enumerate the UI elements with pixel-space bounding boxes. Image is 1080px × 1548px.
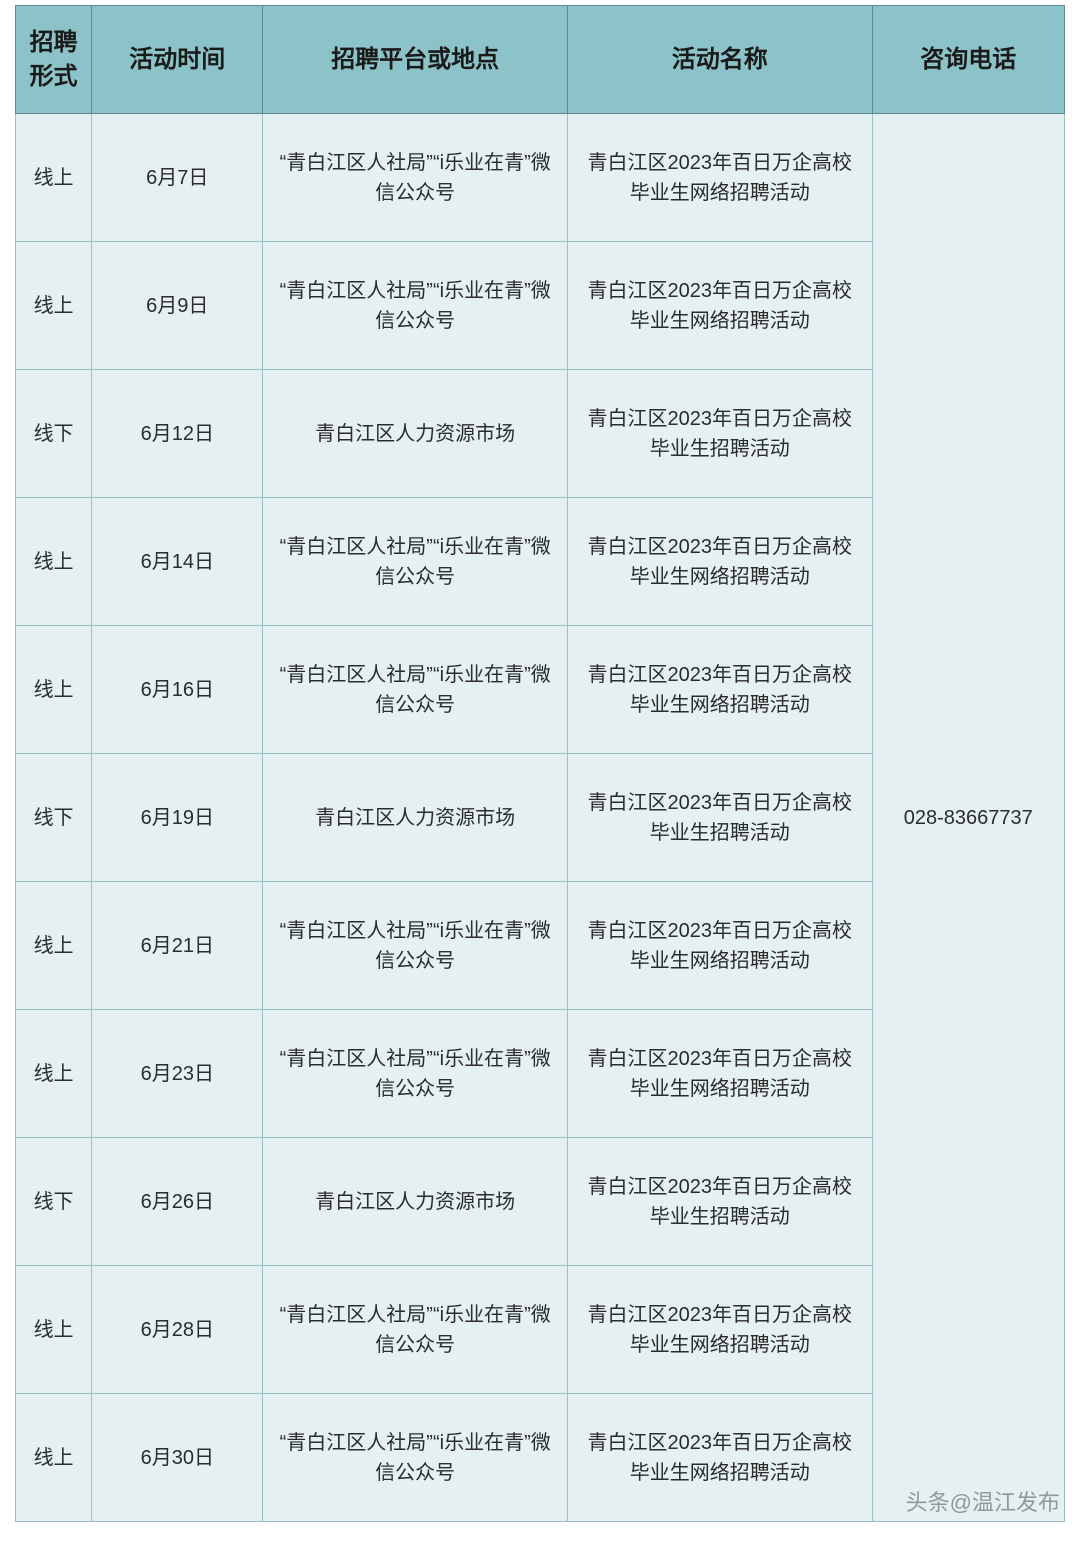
- cell-platform: 青白江区人力资源市场: [263, 1138, 568, 1266]
- header-date: 活动时间: [92, 6, 263, 114]
- table-body: 线上 6月7日 “青白江区人社局”“i乐业在青”微信公众号 青白江区2023年百…: [16, 114, 1065, 1522]
- cell-activity: 青白江区2023年百日万企高校毕业生招聘活动: [567, 754, 872, 882]
- cell-type: 线上: [16, 1010, 92, 1138]
- cell-date: 6月12日: [92, 370, 263, 498]
- header-platform: 招聘平台或地点: [263, 6, 568, 114]
- cell-platform: “青白江区人社局”“i乐业在青”微信公众号: [263, 1266, 568, 1394]
- cell-date: 6月23日: [92, 1010, 263, 1138]
- cell-platform: “青白江区人社局”“i乐业在青”微信公众号: [263, 1010, 568, 1138]
- cell-date: 6月26日: [92, 1138, 263, 1266]
- cell-platform: “青白江区人社局”“i乐业在青”微信公众号: [263, 114, 568, 242]
- cell-activity: 青白江区2023年百日万企高校毕业生网络招聘活动: [567, 114, 872, 242]
- cell-activity: 青白江区2023年百日万企高校毕业生网络招聘活动: [567, 498, 872, 626]
- cell-date: 6月16日: [92, 626, 263, 754]
- cell-activity: 青白江区2023年百日万企高校毕业生网络招聘活动: [567, 242, 872, 370]
- cell-phone: 028-83667737: [872, 114, 1064, 1522]
- cell-type: 线上: [16, 626, 92, 754]
- cell-platform: “青白江区人社局”“i乐业在青”微信公众号: [263, 626, 568, 754]
- table-header: 招聘形式 活动时间 招聘平台或地点 活动名称 咨询电话: [16, 6, 1065, 114]
- cell-platform: 青白江区人力资源市场: [263, 754, 568, 882]
- header-activity: 活动名称: [567, 6, 872, 114]
- cell-type: 线下: [16, 1138, 92, 1266]
- cell-activity: 青白江区2023年百日万企高校毕业生网络招聘活动: [567, 882, 872, 1010]
- cell-activity: 青白江区2023年百日万企高校毕业生网络招聘活动: [567, 1394, 872, 1522]
- cell-activity: 青白江区2023年百日万企高校毕业生网络招聘活动: [567, 1266, 872, 1394]
- cell-type: 线上: [16, 242, 92, 370]
- cell-date: 6月9日: [92, 242, 263, 370]
- cell-type: 线下: [16, 754, 92, 882]
- table-row: 线上 6月7日 “青白江区人社局”“i乐业在青”微信公众号 青白江区2023年百…: [16, 114, 1065, 242]
- cell-platform: “青白江区人社局”“i乐业在青”微信公众号: [263, 242, 568, 370]
- cell-platform: “青白江区人社局”“i乐业在青”微信公众号: [263, 1394, 568, 1522]
- header-row: 招聘形式 活动时间 招聘平台或地点 活动名称 咨询电话: [16, 6, 1065, 114]
- cell-platform: “青白江区人社局”“i乐业在青”微信公众号: [263, 498, 568, 626]
- cell-activity: 青白江区2023年百日万企高校毕业生招聘活动: [567, 370, 872, 498]
- cell-type: 线上: [16, 882, 92, 1010]
- cell-date: 6月7日: [92, 114, 263, 242]
- recruitment-table: 招聘形式 活动时间 招聘平台或地点 活动名称 咨询电话 线上 6月7日 “青白江…: [15, 5, 1065, 1522]
- cell-activity: 青白江区2023年百日万企高校毕业生招聘活动: [567, 1138, 872, 1266]
- cell-date: 6月14日: [92, 498, 263, 626]
- cell-platform: “青白江区人社局”“i乐业在青”微信公众号: [263, 882, 568, 1010]
- cell-type: 线上: [16, 1266, 92, 1394]
- cell-date: 6月30日: [92, 1394, 263, 1522]
- cell-type: 线上: [16, 1394, 92, 1522]
- cell-date: 6月28日: [92, 1266, 263, 1394]
- header-type: 招聘形式: [16, 6, 92, 114]
- cell-type: 线下: [16, 370, 92, 498]
- header-phone: 咨询电话: [872, 6, 1064, 114]
- cell-type: 线上: [16, 498, 92, 626]
- watermark-text: 头条@温江发布: [906, 1485, 1060, 1517]
- cell-type: 线上: [16, 114, 92, 242]
- cell-date: 6月21日: [92, 882, 263, 1010]
- recruitment-table-container: 招聘形式 活动时间 招聘平台或地点 活动名称 咨询电话 线上 6月7日 “青白江…: [10, 0, 1070, 1527]
- cell-platform: 青白江区人力资源市场: [263, 370, 568, 498]
- cell-date: 6月19日: [92, 754, 263, 882]
- cell-activity: 青白江区2023年百日万企高校毕业生网络招聘活动: [567, 1010, 872, 1138]
- cell-activity: 青白江区2023年百日万企高校毕业生网络招聘活动: [567, 626, 872, 754]
